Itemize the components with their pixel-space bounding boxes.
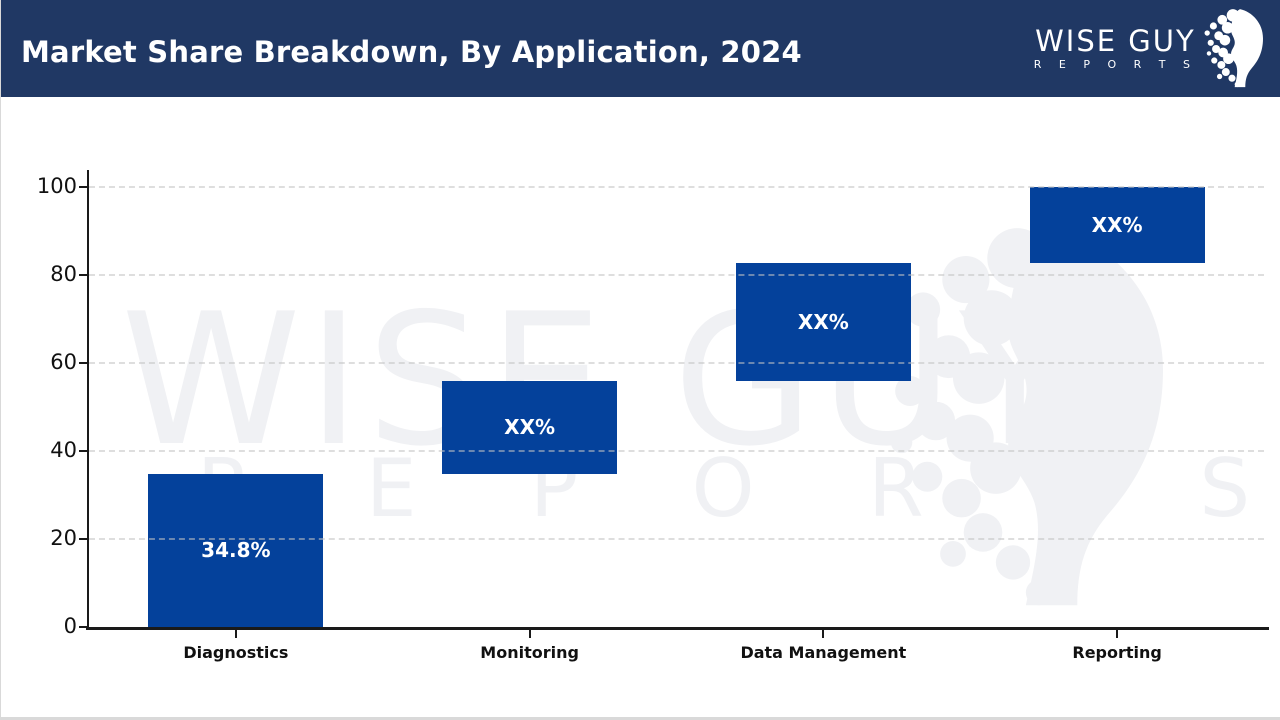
chart-canvas: WISE GUY R E P O R T S 0 20 40 60 80 100 34.8%… [1,97,1280,720]
gridline [89,186,1264,188]
x-category-label: Diagnostics [183,643,289,662]
bar-reporting [1029,187,1205,264]
y-axis-line [87,170,89,630]
y-tick-mark [79,538,87,540]
bar-value-label: XX% [504,415,556,440]
bar-value-label: XX% [797,310,849,335]
bar-value-label: 34.8% [201,538,271,563]
x-tick-mark [528,630,531,638]
gridline [89,538,1264,540]
bar-monitoring [442,381,618,474]
x-axis-line [86,627,1269,630]
y-tick-label: 60 [50,350,77,374]
y-tick-mark [79,626,87,628]
brand-head-icon [1204,8,1263,87]
plot-area: 0 20 40 60 80 100 34.8% Diagnostics XX% Monitorin… [1,97,1280,717]
gridline [89,362,1264,364]
y-tick-mark [79,450,87,452]
brand-logo: WISE GUY R E P O R T S [1033,8,1263,89]
gridline [89,274,1264,276]
brand-name: WISE GUY [1035,23,1196,58]
y-tick-mark [79,362,87,364]
x-category-label: Reporting [1072,643,1162,662]
x-category-label: Data Management [740,643,907,662]
chart-title: Market Share Breakdown, By Application, … [21,34,802,69]
y-tick-mark [79,274,87,276]
y-tick-label: 0 [63,614,77,638]
x-tick-mark [822,630,825,638]
y-tick-label: 40 [50,438,77,462]
brand-logo-text: WISE GUY R E P O R T S [1033,23,1197,72]
bar-value-label: XX% [1091,213,1143,238]
x-category-label: Monitoring [480,643,579,662]
y-tick-label: 20 [50,526,77,550]
y-tick-label: 100 [36,174,77,198]
y-tick-mark [79,186,87,188]
bar-data-management [735,263,911,382]
x-tick-mark [234,630,237,638]
brand-subname: R E P O R T S [1033,58,1197,72]
x-tick-mark [1116,630,1119,638]
gridline [89,450,1264,452]
bar-diagnostics [148,473,324,627]
header-bar: Market Share Breakdown, By Application, … [1,0,1280,97]
y-tick-label: 80 [50,262,77,286]
